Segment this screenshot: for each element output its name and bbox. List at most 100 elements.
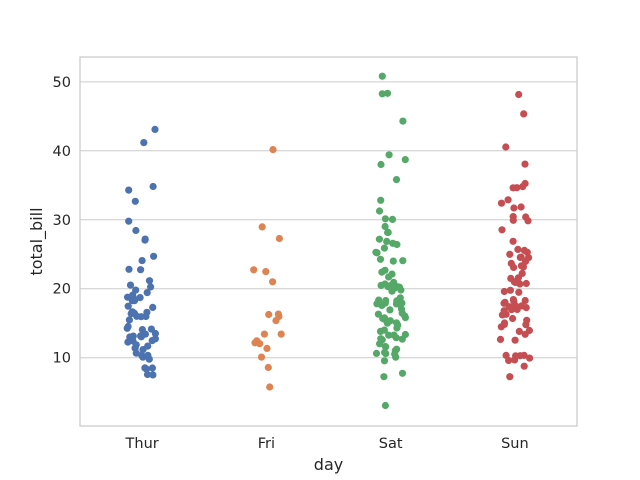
- data-point-sat: [381, 266, 389, 274]
- data-point-sat: [373, 249, 381, 257]
- data-point-sun: [518, 302, 526, 310]
- data-point-sun: [505, 356, 513, 365]
- data-point-thur: [145, 277, 154, 285]
- plot-area: [80, 57, 577, 426]
- data-point-thur: [151, 125, 159, 133]
- data-point-thur: [126, 281, 135, 289]
- data-point-fri: [257, 353, 266, 361]
- data-point-thur: [125, 186, 133, 194]
- data-point-thur: [143, 308, 151, 316]
- data-point-sat: [393, 324, 401, 332]
- data-point-thur: [132, 341, 140, 349]
- data-point-sun: [513, 184, 521, 192]
- data-point-sat: [385, 331, 393, 339]
- data-point-sun: [498, 226, 506, 234]
- data-point-sat: [398, 335, 406, 343]
- x-tick-label: Thur: [125, 436, 159, 452]
- data-point-sun: [509, 263, 518, 271]
- data-point-sun: [505, 303, 513, 311]
- data-point-thur: [151, 329, 159, 338]
- data-point-sun: [500, 307, 508, 315]
- data-point-thur: [126, 333, 134, 341]
- data-point-thur: [132, 226, 140, 235]
- data-point-fri: [275, 234, 283, 243]
- data-point-sun: [517, 203, 525, 211]
- x-axis-tick-labels: Thur Fri Sat Sun: [125, 436, 529, 452]
- data-point-sat: [375, 235, 383, 243]
- data-point-sat: [399, 257, 407, 265]
- data-point-thur: [151, 335, 159, 343]
- data-point-sat: [375, 207, 384, 215]
- data-point-sun: [510, 297, 518, 306]
- y-tick-label: 30: [53, 213, 71, 229]
- data-point-thur: [124, 322, 132, 331]
- data-point-sat: [381, 401, 389, 410]
- data-point-sat: [397, 305, 406, 313]
- data-point-thur: [136, 294, 144, 302]
- data-point-sun: [522, 279, 530, 288]
- data-point-sat: [377, 281, 385, 289]
- data-point-thur: [148, 364, 156, 372]
- data-point-sat: [398, 369, 407, 377]
- data-point-sat: [381, 215, 389, 223]
- data-point-fri: [264, 363, 272, 372]
- data-point-sun: [496, 335, 505, 343]
- data-point-thur: [138, 257, 146, 265]
- data-point-sun: [516, 352, 524, 360]
- data-point-fri: [266, 383, 274, 391]
- data-point-sun: [508, 314, 517, 323]
- data-point-sat: [401, 156, 409, 164]
- data-point-thur: [132, 286, 140, 294]
- data-point-sun: [524, 217, 532, 225]
- data-point-sat: [392, 176, 401, 184]
- data-point-fri: [251, 339, 259, 347]
- data-point-sat: [382, 296, 390, 305]
- data-point-thur: [144, 351, 152, 359]
- data-point-fri: [275, 312, 283, 321]
- data-point-sat: [389, 239, 397, 247]
- data-point-sun: [526, 354, 534, 362]
- data-point-sun: [500, 287, 508, 296]
- data-point-thur: [137, 266, 145, 274]
- data-point-sat: [378, 336, 386, 344]
- data-point-sat: [372, 349, 381, 357]
- data-point-fri: [269, 278, 277, 286]
- data-point-sun: [518, 269, 526, 277]
- data-point-sun: [521, 296, 529, 305]
- data-point-sat: [377, 160, 385, 169]
- data-point-sat: [380, 326, 388, 334]
- data-point-sat: [381, 316, 389, 324]
- x-tick-label: Sun: [501, 436, 529, 452]
- data-point-sun: [520, 110, 528, 118]
- data-point-sat: [395, 283, 403, 291]
- data-point-sat: [380, 373, 388, 381]
- data-point-thur: [137, 332, 145, 340]
- x-tick-label: Sat: [379, 436, 403, 452]
- data-point-sun: [500, 299, 508, 307]
- data-point-thur: [124, 293, 132, 301]
- data-point-thur: [124, 302, 132, 310]
- data-point-sun: [509, 237, 517, 245]
- data-point-fri: [269, 146, 277, 154]
- data-point-sat: [380, 244, 388, 252]
- data-point-sat: [399, 117, 407, 125]
- plot-border: [79, 56, 578, 427]
- data-point-sun: [510, 356, 519, 364]
- data-point-fri: [265, 310, 273, 319]
- data-point-sun: [515, 288, 523, 296]
- data-point-sat: [383, 89, 392, 97]
- data-points: [123, 72, 534, 410]
- data-point-sat: [385, 151, 393, 159]
- data-point-fri: [263, 344, 271, 352]
- data-point-sat: [381, 348, 389, 356]
- data-point-thur: [138, 326, 146, 334]
- data-point-sat: [389, 257, 397, 265]
- data-point-thur: [131, 197, 139, 205]
- data-point-thur: [125, 265, 133, 273]
- data-point-sat: [386, 282, 395, 290]
- data-point-sun: [514, 245, 522, 253]
- data-point-sat: [373, 300, 381, 308]
- data-point-sun: [519, 263, 528, 271]
